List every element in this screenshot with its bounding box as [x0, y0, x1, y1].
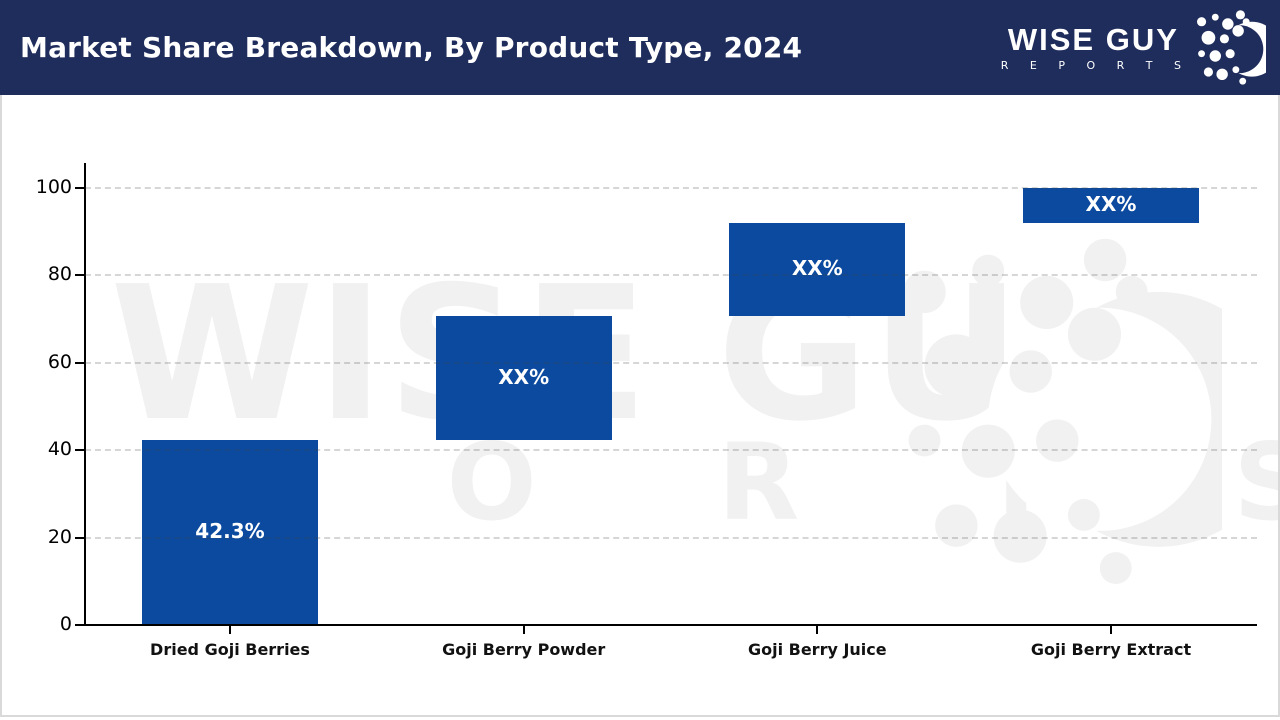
bar-value-label: 42.3% [195, 519, 265, 544]
page-title: Market Share Breakdown, By Product Type,… [20, 31, 803, 64]
y-tick-label: 40 [47, 438, 72, 460]
bar-segment [142, 439, 318, 625]
x-category-label: Goji Berry Powder [442, 640, 606, 659]
y-tick-label: 60 [47, 350, 72, 373]
x-category-label: Goji Berry Extract [1030, 640, 1192, 659]
y-tick-mark [75, 274, 85, 276]
x-category-label: Dried Goji Berries [150, 640, 310, 659]
brand-subname: R E P O R T S [1000, 58, 1190, 72]
gridline [85, 186, 1257, 189]
brand-logo: WISE GUY R E P O R T S [997, 8, 1266, 88]
y-tick-mark [75, 624, 85, 626]
brand-logo-text: WISE GUY R E P O R T S [997, 24, 1190, 72]
y-tick-mark [75, 449, 85, 451]
header-band: Market Share Breakdown, By Product Type,… [0, 0, 1280, 95]
x-axis-line [84, 624, 1257, 626]
gridline [85, 274, 1257, 276]
x-tick-mark [1110, 626, 1112, 634]
gridline [85, 536, 1257, 539]
bar-segment [1023, 187, 1199, 223]
bar-segment [435, 316, 612, 440]
watermark-face-dots [903, 238, 1222, 584]
x-tick-mark [816, 626, 819, 634]
y-tick-label: 20 [47, 525, 72, 548]
y-axis-line [84, 163, 86, 626]
x-tick-mark [522, 626, 525, 634]
y-tick-label: 80 [47, 263, 72, 285]
face-dots-icon [1197, 9, 1266, 85]
brand-name: WISE GUY [1007, 21, 1179, 57]
y-tick-mark [75, 361, 85, 364]
gridline [85, 449, 1257, 451]
bar-value-label: XX% [1085, 192, 1137, 216]
bar-value-label: XX% [791, 256, 843, 281]
y-tick-label: 100 [35, 175, 72, 198]
bar-segment [729, 222, 906, 317]
gridline [85, 361, 1257, 364]
y-tick-label: 0 [59, 613, 72, 635]
bar-value-label: XX% [498, 365, 550, 390]
y-tick-mark [75, 536, 85, 539]
y-tick-mark [75, 186, 85, 189]
x-category-label: Goji Berry Juice [747, 640, 887, 659]
x-tick-mark [229, 626, 231, 634]
